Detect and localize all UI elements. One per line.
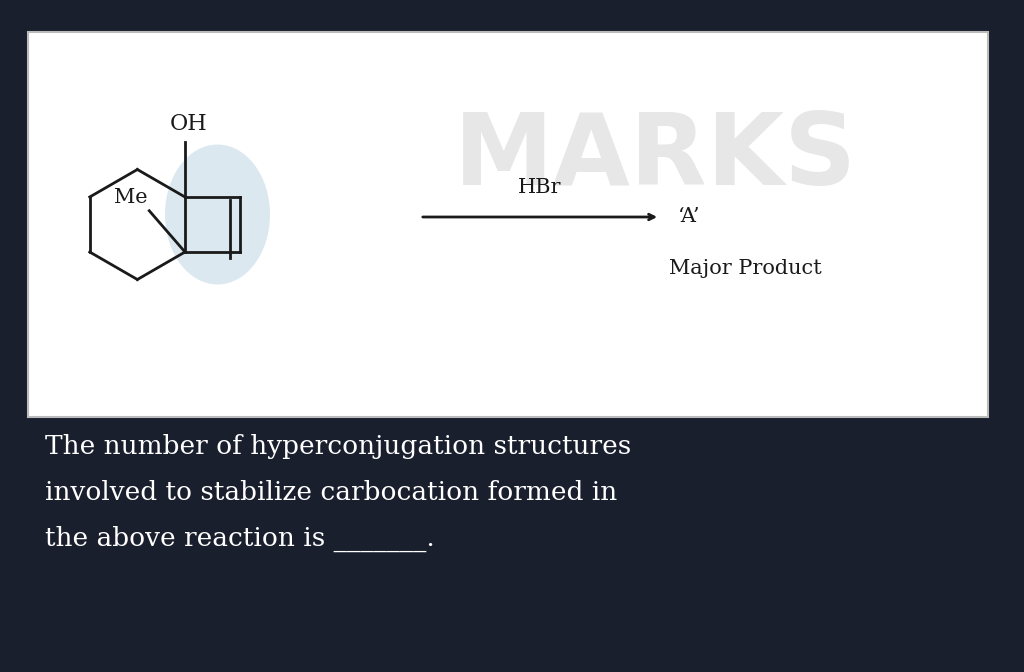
FancyBboxPatch shape xyxy=(28,32,988,417)
Text: Major Product: Major Product xyxy=(669,259,821,278)
Text: the above reaction is _______.: the above reaction is _______. xyxy=(45,526,435,552)
Text: ‘A’: ‘A’ xyxy=(678,208,700,226)
Text: MARKS: MARKS xyxy=(454,108,856,206)
Text: OH: OH xyxy=(170,113,208,135)
Text: The number of hyperconjugation structures: The number of hyperconjugation structure… xyxy=(45,434,631,459)
Text: HBr: HBr xyxy=(518,178,562,197)
Ellipse shape xyxy=(165,144,270,284)
Text: Me: Me xyxy=(115,187,148,207)
Text: involved to stabilize carbocation formed in: involved to stabilize carbocation formed… xyxy=(45,480,617,505)
